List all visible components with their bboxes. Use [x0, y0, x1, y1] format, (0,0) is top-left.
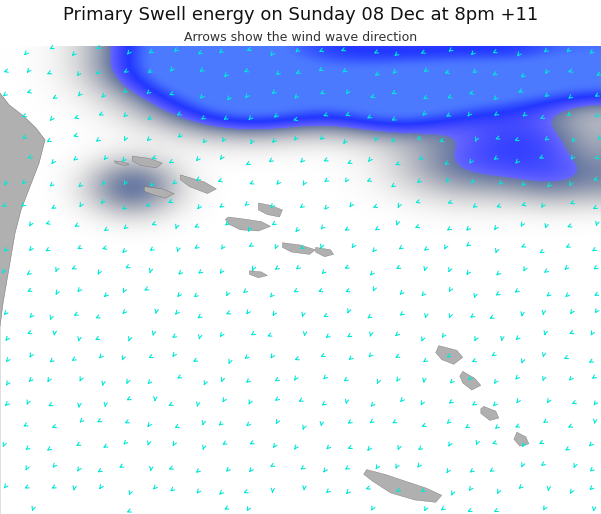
Polygon shape — [316, 247, 334, 256]
Polygon shape — [481, 407, 499, 420]
Polygon shape — [282, 243, 316, 254]
Text: Primary Swell energy on Sunday 08 Dec at 8pm +11: Primary Swell energy on Sunday 08 Dec at… — [63, 6, 538, 24]
Polygon shape — [258, 203, 282, 217]
Polygon shape — [144, 187, 174, 198]
Polygon shape — [364, 470, 442, 502]
Polygon shape — [460, 371, 481, 390]
Polygon shape — [225, 217, 270, 231]
Polygon shape — [249, 271, 267, 278]
Polygon shape — [0, 93, 45, 514]
Polygon shape — [514, 432, 529, 446]
Text: Arrows show the wind wave direction: Arrows show the wind wave direction — [184, 31, 417, 44]
Polygon shape — [132, 156, 162, 168]
Polygon shape — [114, 161, 129, 166]
Polygon shape — [180, 175, 216, 194]
Polygon shape — [436, 345, 463, 364]
